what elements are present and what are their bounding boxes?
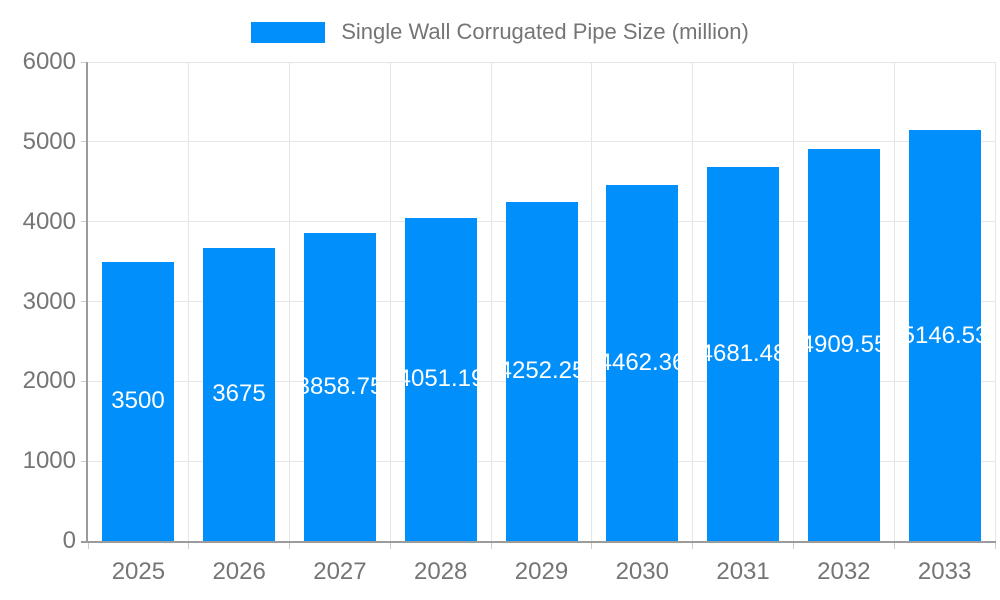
x-gridline: [289, 62, 291, 541]
y-tick: [81, 460, 88, 462]
bar[interactable]: 5146.53: [909, 130, 981, 541]
x-tick-label: 2028: [414, 558, 468, 585]
legend-swatch[interactable]: [251, 21, 326, 43]
x-tick: [994, 541, 996, 549]
bar-value-label: 5146.53: [909, 321, 981, 349]
x-gridline: [692, 62, 694, 541]
y-tick-label: 1000: [22, 447, 76, 475]
bar[interactable]: 4681.48: [707, 167, 779, 541]
y-tick: [81, 141, 88, 143]
x-gridline: [389, 62, 391, 541]
x-gridline: [893, 62, 895, 541]
x-gridline: [994, 62, 996, 541]
bar-value-label: 3858.75: [304, 372, 376, 400]
x-tick-label: 2027: [313, 558, 367, 585]
x-gridline: [591, 62, 593, 541]
x-tick-label: 2029: [514, 558, 569, 585]
bar-value-label: 4051.19: [405, 365, 477, 393]
x-tick-label: 2026: [212, 558, 266, 585]
bar[interactable]: 3500: [102, 261, 174, 541]
x-tick-label: 2025: [111, 558, 166, 585]
x-gridline: [490, 62, 492, 541]
x-tick-label: 2033: [917, 558, 972, 585]
bar-value-label: 4252.25: [506, 357, 578, 385]
x-tick: [188, 541, 190, 549]
bar[interactable]: 4051.19: [405, 217, 477, 541]
legend-label[interactable]: Single Wall Corrugated Pipe Size (millio…: [341, 19, 749, 44]
bar-value-label: 4909.55: [808, 331, 880, 359]
y-tick: [81, 301, 88, 302]
x-tick: [792, 541, 794, 549]
bar-value-label: 3500: [111, 387, 165, 415]
bar-value-label: 4462.36: [606, 348, 678, 376]
x-tick: [87, 541, 89, 549]
x-tick-label: 2031: [716, 558, 770, 585]
y-tick-label: 5000: [22, 127, 76, 155]
bar[interactable]: 3675: [203, 247, 275, 541]
y-gridline: [88, 61, 995, 63]
bar[interactable]: 4909.55: [808, 149, 880, 541]
x-tick-label: 2030: [615, 558, 669, 585]
y-tick: [81, 380, 88, 382]
bar[interactable]: 4462.36: [606, 184, 678, 541]
x-tick: [389, 541, 391, 549]
bar[interactable]: 3858.75: [304, 232, 376, 541]
legend[interactable]: Single Wall Corrugated Pipe Size (millio…: [0, 18, 1000, 46]
x-tick: [591, 541, 593, 549]
x-tick: [692, 541, 694, 549]
y-tick: [81, 61, 88, 63]
x-tick: [289, 541, 291, 549]
y-tick-label: 2000: [22, 367, 76, 395]
x-tick: [490, 541, 492, 549]
x-gridline: [188, 62, 190, 541]
x-tick: [893, 541, 895, 549]
y-axis-line: [86, 62, 88, 541]
x-tick-label: 2032: [817, 558, 871, 585]
y-gridline: [88, 141, 995, 143]
y-tick-label: 6000: [22, 48, 76, 75]
y-tick: [81, 221, 88, 223]
x-axis-line: [81, 541, 996, 543]
y-tick-label: 0: [62, 527, 76, 554]
x-gridline: [792, 62, 794, 541]
y-tick-label: 4000: [22, 207, 76, 235]
y-tick-label: 3000: [22, 287, 76, 315]
bar[interactable]: 4252.25: [506, 201, 578, 541]
bar-value-label: 4681.48: [707, 340, 779, 368]
bar-value-label: 3675: [212, 380, 266, 408]
